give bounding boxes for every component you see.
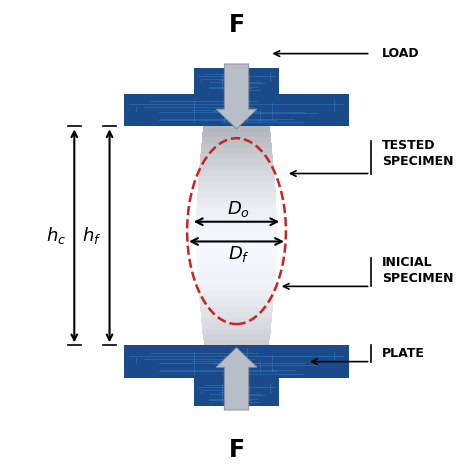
- Polygon shape: [196, 236, 277, 241]
- Polygon shape: [196, 230, 277, 236]
- Polygon shape: [203, 334, 270, 340]
- Text: LOAD: LOAD: [383, 47, 420, 60]
- Polygon shape: [197, 203, 276, 209]
- Polygon shape: [194, 68, 279, 93]
- Text: INICIAL
SPECIMEN: INICIAL SPECIMEN: [383, 256, 454, 285]
- FancyArrow shape: [216, 347, 257, 410]
- Polygon shape: [204, 340, 269, 345]
- Polygon shape: [196, 209, 277, 214]
- Text: PLATE: PLATE: [383, 347, 425, 360]
- Polygon shape: [200, 301, 273, 307]
- Polygon shape: [197, 263, 276, 269]
- Polygon shape: [194, 378, 279, 406]
- Polygon shape: [202, 323, 271, 329]
- Polygon shape: [196, 214, 277, 219]
- Polygon shape: [197, 198, 276, 203]
- Polygon shape: [124, 345, 349, 378]
- FancyArrow shape: [216, 64, 257, 129]
- Polygon shape: [202, 137, 271, 143]
- Polygon shape: [196, 241, 277, 247]
- Text: $D_f$: $D_f$: [228, 244, 250, 264]
- Text: $h_f$: $h_f$: [82, 225, 101, 246]
- Polygon shape: [124, 93, 349, 127]
- Text: $h_c$: $h_c$: [46, 225, 66, 246]
- Polygon shape: [198, 274, 275, 280]
- Polygon shape: [197, 192, 276, 198]
- Text: $D_o$: $D_o$: [228, 199, 250, 219]
- Polygon shape: [203, 127, 270, 132]
- Polygon shape: [196, 225, 277, 230]
- Polygon shape: [196, 219, 277, 225]
- Polygon shape: [202, 132, 271, 137]
- Text: F: F: [228, 13, 245, 37]
- Polygon shape: [198, 280, 275, 285]
- Polygon shape: [196, 247, 277, 252]
- Polygon shape: [200, 307, 273, 312]
- Polygon shape: [200, 159, 273, 165]
- Polygon shape: [197, 258, 276, 263]
- Polygon shape: [201, 312, 272, 318]
- Polygon shape: [197, 269, 276, 274]
- Polygon shape: [198, 285, 275, 291]
- Polygon shape: [198, 176, 275, 181]
- Polygon shape: [199, 165, 274, 170]
- Polygon shape: [199, 296, 274, 301]
- Polygon shape: [200, 154, 273, 159]
- Polygon shape: [199, 170, 274, 176]
- Text: TESTED
SPECIMEN: TESTED SPECIMEN: [383, 139, 454, 168]
- Polygon shape: [201, 318, 272, 323]
- Polygon shape: [202, 329, 271, 334]
- Polygon shape: [199, 291, 274, 296]
- Polygon shape: [201, 143, 272, 148]
- Polygon shape: [198, 187, 275, 192]
- Polygon shape: [201, 148, 272, 154]
- Polygon shape: [198, 181, 275, 187]
- Text: F: F: [228, 438, 245, 462]
- Polygon shape: [196, 252, 277, 258]
